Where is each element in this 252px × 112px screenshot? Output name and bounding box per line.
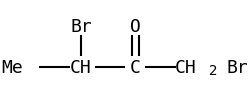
Text: Br: Br (226, 58, 247, 76)
Text: Br: Br (70, 18, 91, 36)
Text: O: O (130, 18, 140, 36)
Text: 2: 2 (208, 64, 216, 78)
Text: C: C (130, 58, 140, 76)
Text: CH: CH (70, 58, 91, 76)
Text: CH: CH (174, 58, 196, 76)
Text: Me: Me (1, 58, 23, 76)
